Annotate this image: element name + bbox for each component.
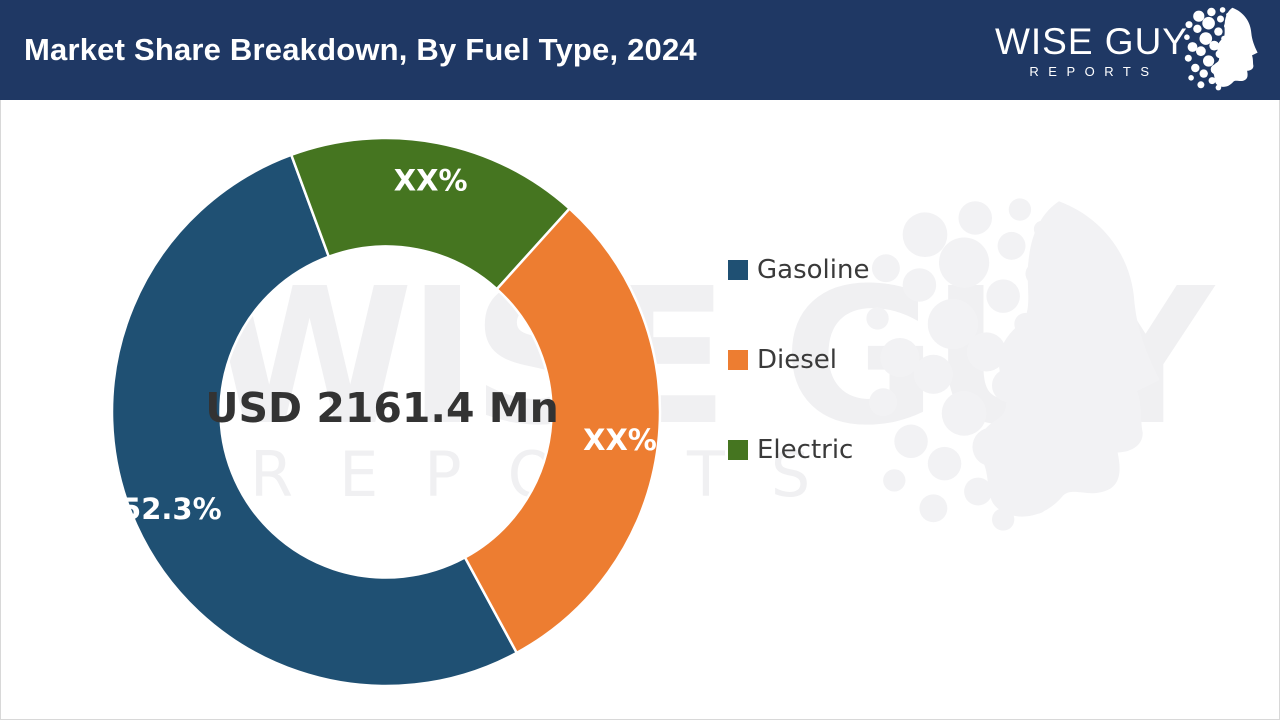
head-profile: [1212, 7, 1258, 87]
wiseguy-face-icon: [1184, 6, 1258, 90]
header-bar: Market Share Breakdown, By Fuel Type, 20…: [0, 0, 1280, 100]
donut-segment-gasoline: [110, 153, 518, 688]
legend-label-electric: Electric: [757, 435, 854, 465]
logo-wordmark-block: WISE GUY REPORTS: [995, 23, 1188, 78]
head-dots: [866, 198, 1059, 531]
legend-swatch-gasoline: [728, 260, 748, 280]
logo-wordmark: WISE GUY: [994, 20, 1188, 62]
head-profile: [977, 201, 1160, 517]
segment-label-diesel: XX%: [583, 423, 657, 457]
donut-segments: 52.3% XX% XX%: [110, 136, 662, 688]
logo-subtitle: REPORTS: [1029, 63, 1159, 79]
legend-swatch-diesel: [728, 350, 748, 370]
chart-center-value: USD 2161.4 Mn: [205, 384, 559, 432]
legend-item-gasoline: Gasoline: [728, 255, 870, 285]
chart-title: Market Share Breakdown, By Fuel Type, 20…: [24, 32, 697, 67]
legend-item-diesel: Diesel: [728, 345, 869, 375]
donut-segment-electric: [290, 136, 571, 291]
wiseguy-logo: WISE GUY REPORTS: [995, 5, 1266, 96]
donut-segment-diesel: [463, 207, 662, 655]
legend-item-electric: Electric: [728, 435, 869, 465]
legend-swatch-electric: [728, 440, 748, 460]
segment-label-electric: XX%: [394, 164, 468, 198]
watermark-face-icon: [866, 198, 1160, 531]
legend-label-gasoline: Gasoline: [757, 255, 870, 285]
legend-label-diesel: Diesel: [757, 345, 838, 375]
chart-legend: Gasoline Diesel Electric: [728, 255, 870, 465]
segment-label-gasoline: 52.3%: [121, 492, 222, 526]
donut-chart: 52.3% XX% XX% USD 2161.4 Mn: [110, 136, 662, 688]
